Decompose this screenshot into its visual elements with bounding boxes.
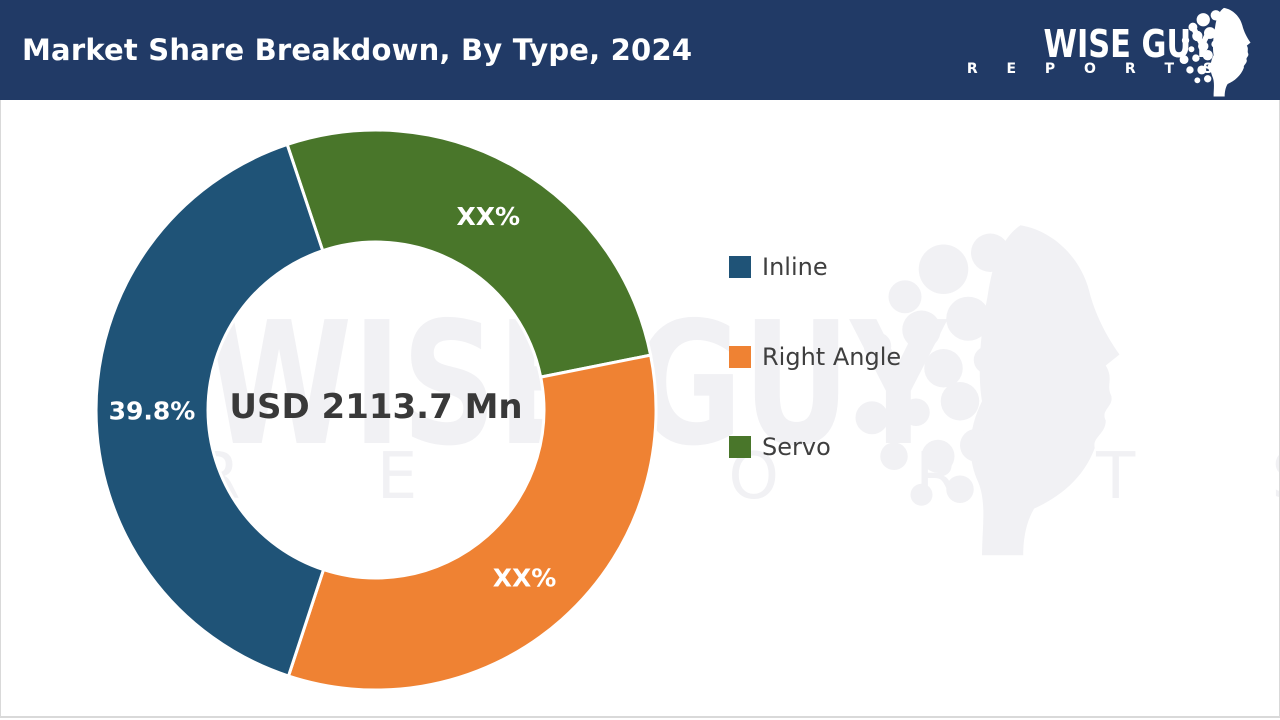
page-title: Market Share Breakdown, By Type, 2024 xyxy=(22,33,693,67)
slice-label-inline: 39.8% xyxy=(109,397,196,426)
donut-chart: XX% XX% 39.8% xyxy=(94,128,658,692)
legend-item-inline[interactable]: Inline xyxy=(729,255,901,279)
legend-label: Inline xyxy=(762,253,828,281)
wiseguy-head-icon xyxy=(1175,2,1264,98)
legend-swatch-servo xyxy=(729,436,751,458)
logo-reports-text: R E P O R T S xyxy=(966,61,1225,77)
legend-label: Servo xyxy=(762,433,831,461)
donut-slice-inline[interactable] xyxy=(94,142,326,678)
legend-swatch-inline xyxy=(729,256,751,278)
legend-label: Right Angle xyxy=(762,343,902,371)
legend-item-right-angle[interactable]: Right Angle xyxy=(729,345,901,369)
header-bar: Market Share Breakdown, By Type, 2024 WI… xyxy=(0,0,1280,100)
chart-legend: Inline Right Angle Servo xyxy=(729,255,901,525)
center-value-label: USD 2113.7 Mn xyxy=(229,387,523,427)
slice-label-servo: XX% xyxy=(456,202,520,231)
legend-swatch-right-angle xyxy=(729,346,751,368)
donut-slice-servo[interactable] xyxy=(285,128,653,379)
slice-label-right-angle: XX% xyxy=(493,564,557,593)
chart-area: WISE GUY R E P O R T S XX% XX% 39.8% USD 2… xyxy=(0,100,1280,718)
legend-item-servo[interactable]: Servo xyxy=(729,435,901,459)
donut-slice-right-angle[interactable] xyxy=(286,353,658,692)
